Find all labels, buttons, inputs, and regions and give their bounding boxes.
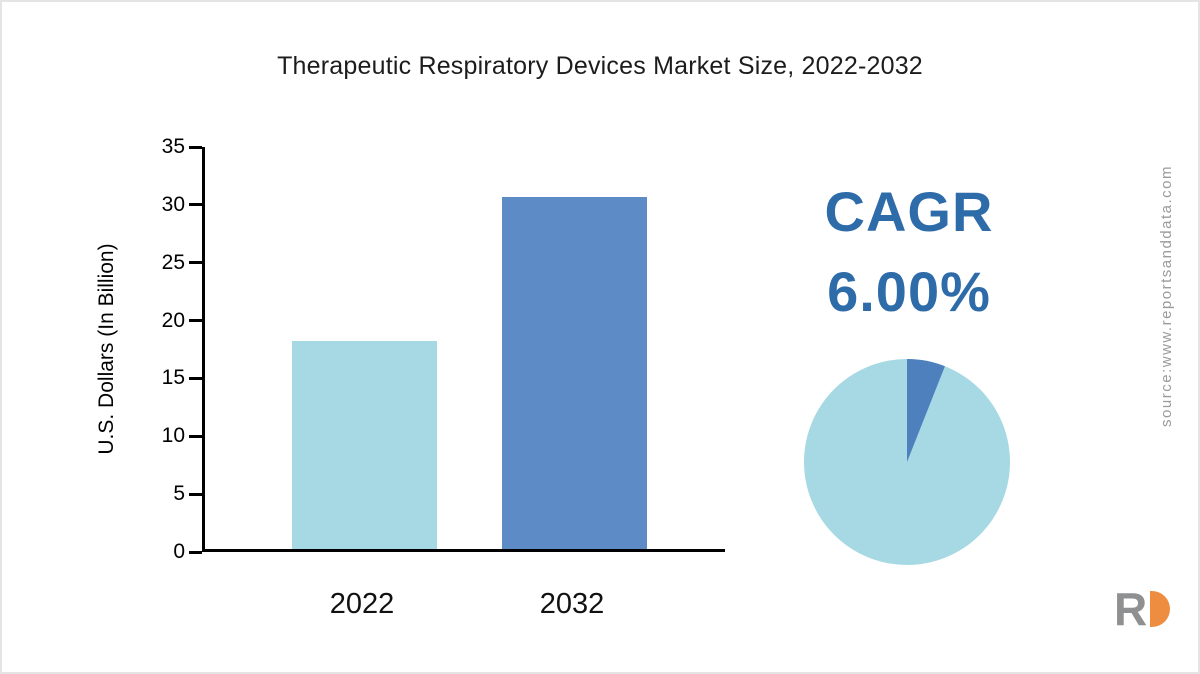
y-tick-label: 20 — [161, 308, 185, 332]
bar-2032 — [502, 197, 647, 549]
cagr-annotation: CAGR 6.00% — [764, 172, 1054, 331]
y-tick-label: 25 — [161, 250, 185, 274]
y-tick-mark — [189, 376, 202, 380]
x-tick-label-2022: 2022 — [329, 588, 395, 620]
source-attribution: source:www.reportsanddata.com — [1158, 165, 1175, 427]
y-axis-title: U.S. Dollars (In Billion) — [95, 243, 118, 455]
reportsanddata-logo: R — [1114, 583, 1171, 635]
x-tick-label-2032: 2032 — [539, 588, 605, 620]
y-tick-mark — [189, 145, 202, 149]
logo-orange-halfdisc-icon — [1150, 591, 1171, 627]
y-tick-label: 15 — [161, 366, 185, 390]
bar-chart-plot-area: 0 5 10 15 20 25 30 35 — [162, 135, 725, 563]
y-tick-label: 30 — [161, 192, 185, 216]
chart-title: Therapeutic Respiratory Devices Market S… — [277, 52, 923, 80]
cagr-label: CAGR — [824, 180, 994, 243]
bar-2022 — [292, 340, 437, 549]
pie-slice-cagr — [907, 359, 945, 462]
y-tick-label: 10 — [161, 424, 185, 448]
logo-letter-r: R — [1114, 583, 1148, 635]
pie-chart-svg — [804, 359, 1010, 565]
y-tick-label: 35 — [161, 135, 185, 158]
y-tick-mark — [189, 319, 202, 323]
y-tick-mark — [189, 203, 202, 207]
y-tick-mark — [189, 261, 202, 265]
pie-chart — [797, 352, 1017, 572]
y-tick-label: 5 — [173, 482, 185, 506]
y-tick-mark — [189, 492, 202, 496]
y-tick-mark — [189, 434, 202, 438]
cagr-value: 6.00% — [827, 259, 991, 323]
y-tick-mark — [189, 550, 202, 554]
y-tick-label: 0 — [173, 540, 185, 563]
